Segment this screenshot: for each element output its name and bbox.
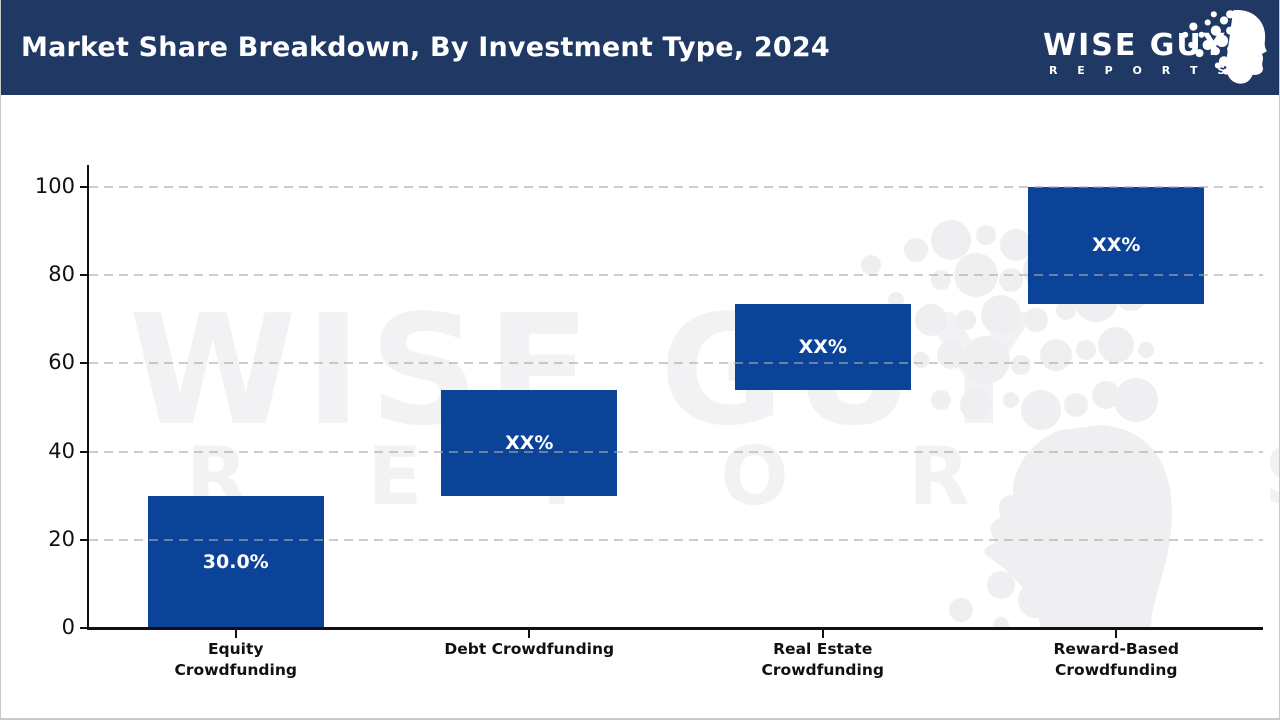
y-tick-label-60: 60 xyxy=(48,350,75,375)
bar-value-label-2: XX% xyxy=(798,335,847,358)
bar-2: XX% xyxy=(734,303,911,390)
y-axis-line xyxy=(87,164,89,630)
x-tick-0 xyxy=(234,630,237,638)
y-tick-40 xyxy=(80,450,88,453)
brand-logo-subtitle: R E P O R T S xyxy=(1049,64,1234,77)
gridline-40 xyxy=(89,450,1263,453)
bar-1: XX% xyxy=(441,389,618,496)
watermark-dotted-head xyxy=(861,220,1172,630)
x-tick-label-1: Debt Crowdfunding xyxy=(444,640,615,658)
x-tick-label-2: Real Estate Crowdfunding xyxy=(761,640,884,679)
y-tick-label-20: 20 xyxy=(48,526,75,551)
y-tick-80 xyxy=(80,274,88,277)
x-tick-1 xyxy=(528,630,531,638)
gridline-100 xyxy=(89,186,1263,188)
bar-value-label-3: XX% xyxy=(1092,234,1141,257)
brand-logo: WISE GUY R E P O R T S xyxy=(1013,4,1267,92)
bar-value-label-0: 30.0% xyxy=(202,550,269,573)
page-title: Market Share Breakdown, By Investment Ty… xyxy=(21,32,830,63)
y-tick-0 xyxy=(80,627,88,629)
y-tick-label-40: 40 xyxy=(48,438,75,463)
bar-0: 30.0% xyxy=(147,495,324,628)
y-tick-100 xyxy=(80,186,88,188)
x-tick-3 xyxy=(1115,630,1118,638)
x-tick-2 xyxy=(821,630,824,638)
gridline-60 xyxy=(89,362,1263,365)
bar-value-label-1: XX% xyxy=(505,431,554,454)
gridline-80 xyxy=(89,274,1263,277)
y-tick-60 xyxy=(80,362,88,365)
x-tick-label-3: Reward-Based Crowdfunding xyxy=(1053,640,1179,679)
brand-logo-head-icon xyxy=(1182,9,1267,84)
x-axis-line xyxy=(87,627,1263,630)
y-tick-20 xyxy=(80,538,88,541)
title-bar: Market Share Breakdown, By Investment Ty… xyxy=(1,0,1279,95)
y-tick-label-0: 0 xyxy=(61,615,75,639)
bar-3: XX% xyxy=(1028,187,1205,304)
x-tick-label-0: Equity Crowdfunding xyxy=(174,640,297,679)
y-tick-label-100: 100 xyxy=(34,174,75,198)
y-tick-label-80: 80 xyxy=(48,262,75,287)
gridline-20 xyxy=(89,538,1263,541)
